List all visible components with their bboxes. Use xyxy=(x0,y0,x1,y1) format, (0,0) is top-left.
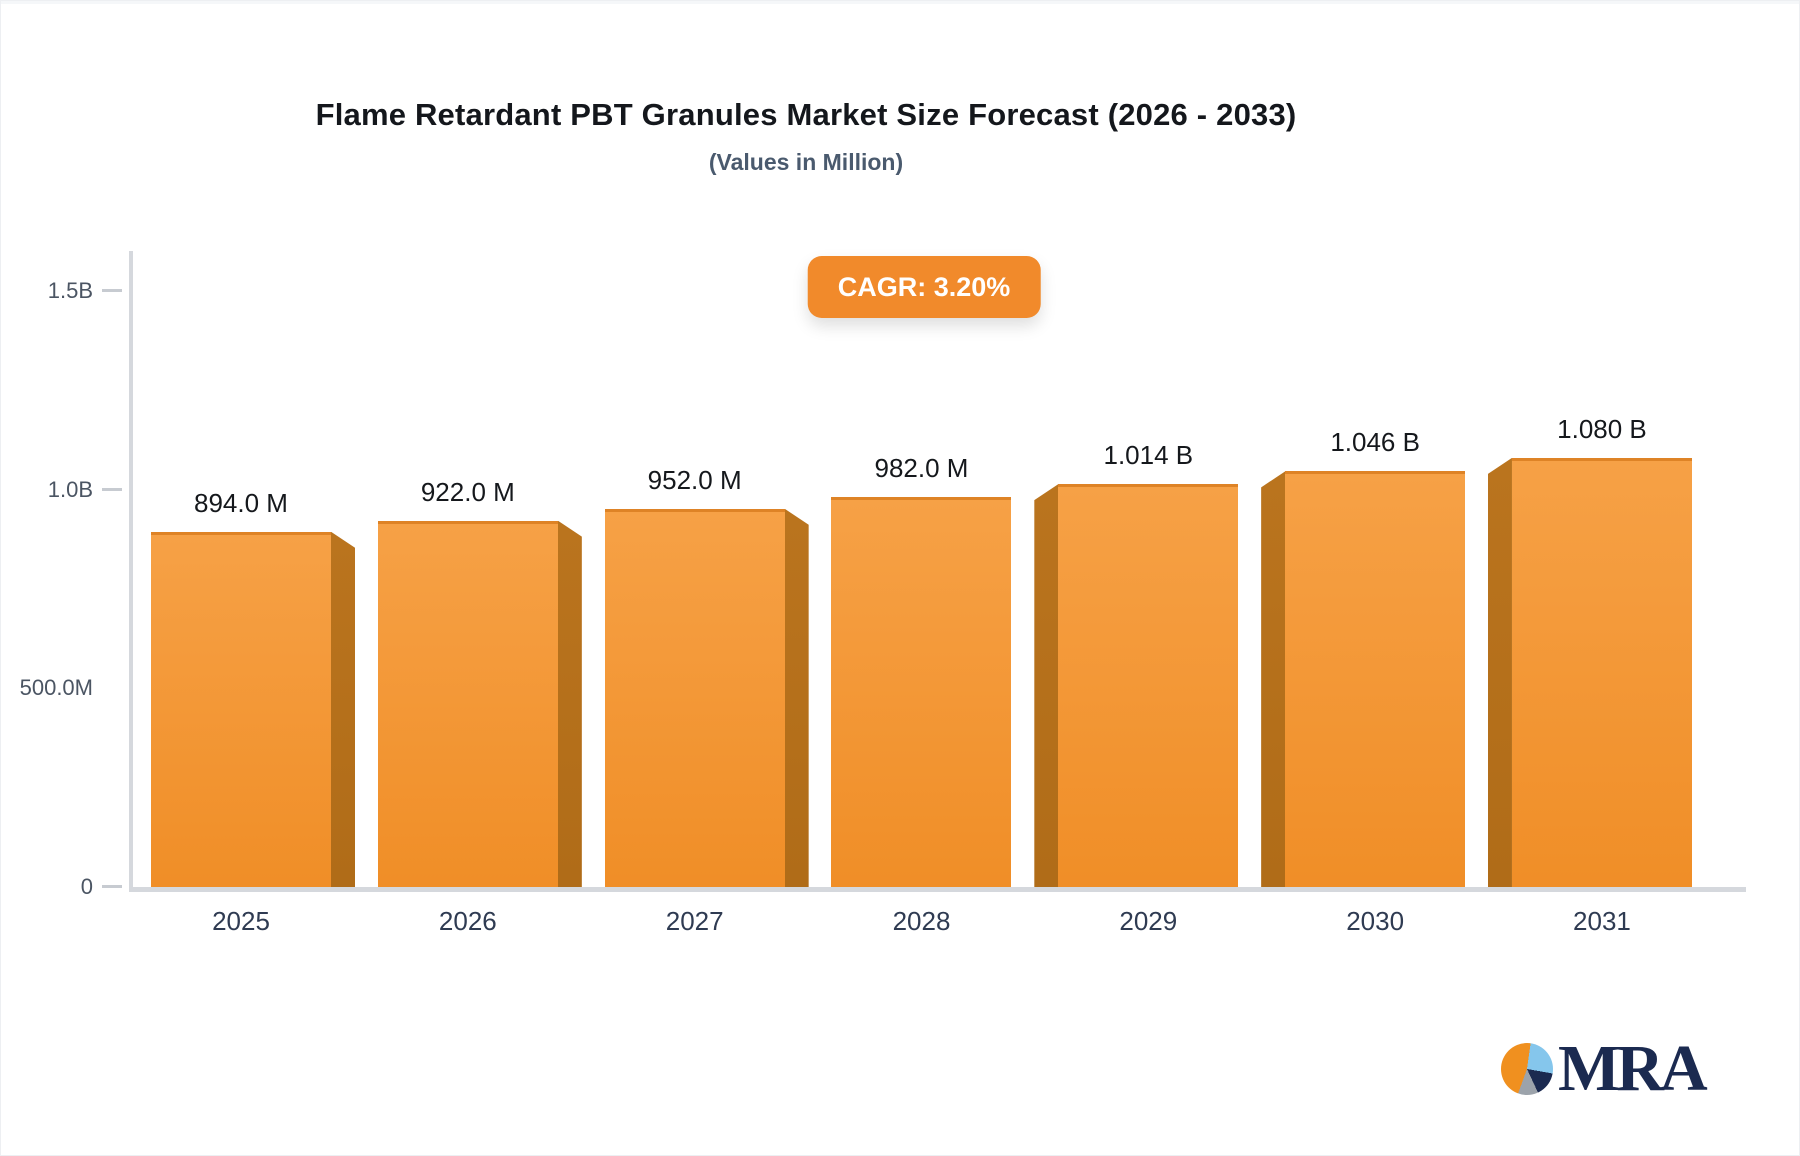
x-axis-label: 2028 xyxy=(892,906,951,936)
y-axis-tick-label: 500.0M xyxy=(19,675,93,701)
pie-chart-icon xyxy=(1501,1043,1553,1095)
y-axis-tick-label: 0 xyxy=(80,874,93,899)
brand-logo: MRA xyxy=(1501,1032,1708,1105)
y-axis-tick-mark xyxy=(102,487,122,491)
bar xyxy=(831,496,1012,887)
x-axis-label: 2026 xyxy=(438,906,497,936)
x-axis-label: 2031 xyxy=(1573,906,1631,936)
bar xyxy=(377,520,558,887)
x-axis-label: 2025 xyxy=(212,906,270,936)
bar-3d-side xyxy=(1261,471,1286,887)
bar-value-label: 1.080 B xyxy=(1557,413,1647,444)
chart-title: Flame Retardant PBT Granules Market Size… xyxy=(315,97,1297,132)
bar-value-label: 952.0 M xyxy=(647,464,742,495)
y-axis-tick-label: 1.5B xyxy=(47,278,93,303)
x-axis-line xyxy=(129,887,1746,892)
bar-3d-side xyxy=(784,508,809,887)
x-axis-label: 2027 xyxy=(665,906,724,936)
y-axis-tick-label: 1.0B xyxy=(47,476,93,502)
bar xyxy=(151,531,331,887)
bar-value-label: 1.014 B xyxy=(1103,440,1194,471)
bar xyxy=(1058,484,1239,887)
bar-value-label: 894.0 M xyxy=(194,487,288,518)
bar xyxy=(1285,471,1466,887)
bar-value-label: 922.0 M xyxy=(420,476,515,507)
bar-value-label: 982.0 M xyxy=(874,452,969,483)
x-axis-label: 2030 xyxy=(1346,906,1405,936)
x-axis-label: 2029 xyxy=(1119,906,1178,936)
y-axis-tick-mark xyxy=(102,885,122,888)
bar-3d-side xyxy=(1034,484,1059,887)
bar xyxy=(604,508,785,887)
bar-value-label: 1.046 B xyxy=(1330,427,1420,458)
bar xyxy=(1511,457,1692,887)
y-axis-tick-mark xyxy=(102,289,122,292)
y-axis-line xyxy=(129,251,133,892)
bar-3d-side xyxy=(557,520,582,887)
brand-logo-text: MRA xyxy=(1558,1032,1708,1105)
bar-3d-side xyxy=(1487,457,1512,887)
bar-3d-side xyxy=(331,531,355,887)
chart-subtitle: (Values in Million) xyxy=(708,149,904,175)
cagr-badge: CAGR: 3.20% xyxy=(807,256,1041,318)
